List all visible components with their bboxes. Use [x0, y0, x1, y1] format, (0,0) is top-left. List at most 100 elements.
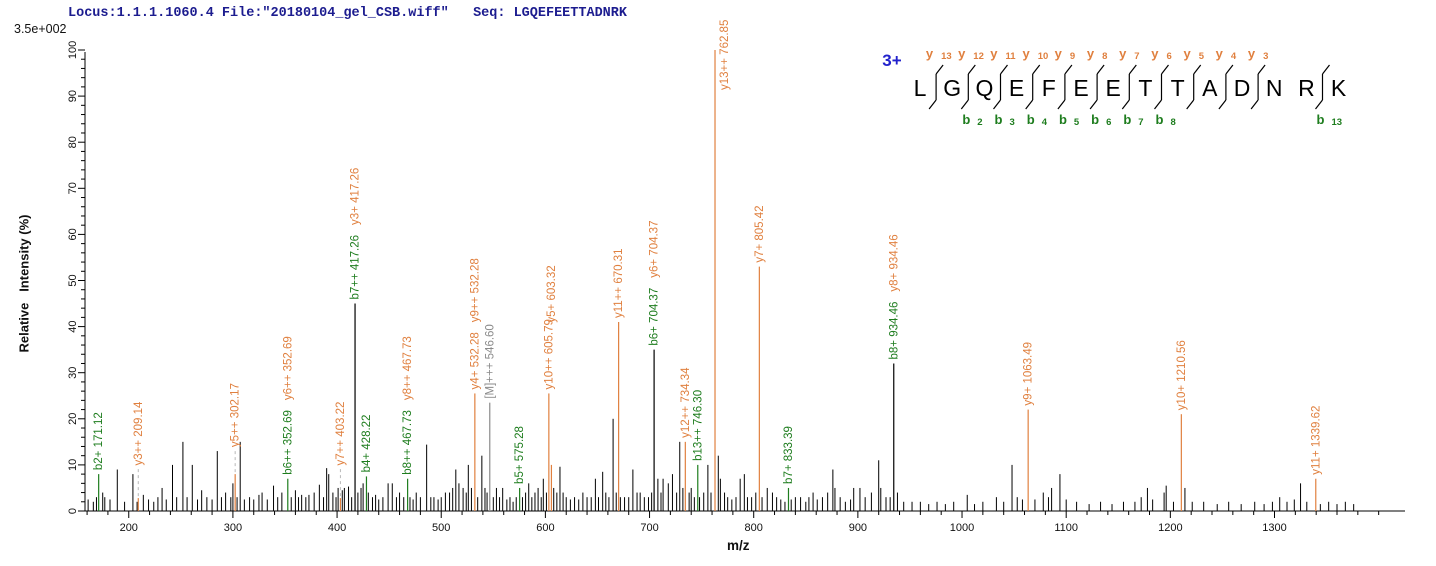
residue-A-10: A [1202, 75, 1218, 101]
fragment-cleavage-mark [1057, 99, 1066, 110]
y-ion-label: y [1087, 46, 1095, 61]
b-ion-number: 7 [1138, 117, 1143, 128]
fragment-cleavage-mark [1121, 99, 1130, 110]
fragment-cleavage-mark [935, 64, 944, 75]
x-tick-label: 1300 [1262, 522, 1286, 534]
peak-label: y10++ 605.79 [543, 319, 555, 389]
peak-label: y6++ 352.69 [282, 336, 294, 400]
residue-K-14: K [1331, 75, 1347, 101]
y-ion-label: y [1022, 46, 1030, 61]
b-ion-label: b [1156, 112, 1164, 127]
peak-label: y9+ 1063.49 [1023, 342, 1035, 406]
y-tick-label: 20 [67, 413, 79, 425]
x-axis-title: m/z [727, 538, 750, 553]
y-ion-label: y [958, 46, 966, 61]
y-tick-label: 30 [67, 367, 79, 379]
fragment-cleavage-mark [1257, 64, 1266, 75]
b-ion-number: 3 [1010, 117, 1015, 128]
residue-R-13: R [1298, 75, 1315, 101]
peak-label: b13++ 746.30 [692, 390, 704, 461]
y-tick-label: 0 [67, 508, 79, 514]
residue-E-6: E [1073, 75, 1088, 101]
peak-label: b7++ 417.26 [350, 235, 362, 300]
peptide-fragment-map: 3+L G Q E F E E T T A D N R Ky 13 y 12 y 11 y 10 y 9 y 8 y 7 y 6 y 5 y 4… [882, 46, 1347, 128]
y-tick-label: 90 [67, 90, 79, 102]
y-tick-label: 60 [67, 228, 79, 240]
peak-label: y9++ 532.28 [469, 258, 481, 322]
y-ion-label: y [1151, 46, 1159, 61]
y-ion-label: y [1183, 46, 1191, 61]
b-ion-label: b [1027, 112, 1035, 127]
y-ion-label: y [1216, 46, 1224, 61]
peak-label: b4+ 428.22 [361, 415, 373, 473]
b-ion-number: 6 [1106, 117, 1111, 128]
x-tick-label: 600 [536, 522, 554, 534]
y-ion-number: 8 [1102, 51, 1107, 62]
x-tick-label: 300 [224, 522, 242, 534]
x-tick-label: 1000 [950, 522, 974, 534]
peak-label: y8+ 934.46 [888, 234, 900, 291]
x-tick-label: 1200 [1158, 522, 1182, 534]
fragment-cleavage-mark [1154, 99, 1162, 110]
x-tick-label: 400 [328, 522, 346, 534]
residue-T-8: T [1138, 75, 1152, 101]
peak-label: y6+ 704.37 [649, 221, 661, 278]
b-ion-number: 2 [977, 117, 982, 128]
x-tick-label: 500 [432, 522, 450, 534]
x-tick-label: 200 [120, 522, 138, 534]
residue-Q-3: Q [975, 75, 993, 101]
y-ion-number: 12 [973, 51, 984, 62]
peak-label: y5++ 302.17 [230, 383, 242, 447]
fragment-cleavage-mark [1000, 64, 1008, 75]
y-ion-number: 11 [1006, 51, 1017, 62]
x-tick-label: 700 [640, 522, 658, 534]
fragment-cleavage-mark [1089, 99, 1098, 110]
b-ion-number: 13 [1332, 117, 1343, 128]
fragment-cleavage-mark [993, 99, 1001, 110]
peak-label: [M]+++ 546.60 [484, 324, 496, 399]
fragment-cleavage-mark [1128, 64, 1137, 75]
fragment-cleavage-mark [928, 99, 937, 110]
y-ion-number: 7 [1134, 51, 1139, 62]
y-tick-label: 70 [67, 182, 79, 194]
y-ion-number: 3 [1263, 51, 1268, 62]
peak-label: y11++ 670.31 [613, 248, 625, 318]
fragment-cleavage-mark [1250, 99, 1259, 110]
residue-F-5: F [1042, 75, 1056, 101]
y-tick-label: 10 [67, 459, 79, 471]
y-ion-label: y [926, 46, 934, 61]
peak-label: y7+ 805.42 [754, 205, 766, 262]
peak-label: y10+ 1210.56 [1176, 340, 1188, 410]
y-ion-number: 4 [1231, 51, 1237, 62]
peak-label: y5+ 603.32 [546, 265, 558, 322]
fragment-cleavage-mark [1025, 99, 1034, 110]
fragment-cleavage-mark [1096, 64, 1105, 75]
b-ion-label: b [1059, 112, 1067, 127]
residue-E-7: E [1106, 75, 1121, 101]
peak-label: b8+ 934.46 [888, 302, 900, 360]
b-ion-number: 5 [1074, 117, 1080, 128]
fragment-cleavage-mark [1186, 99, 1195, 110]
fragment-cleavage-mark [1218, 99, 1227, 110]
y-ion-number: 10 [1038, 51, 1049, 62]
peak-label: b5+ 575.28 [514, 426, 526, 484]
residue-L-1: L [914, 75, 927, 101]
peak-label: b2+ 171.12 [93, 412, 105, 470]
b-ion-label: b [1091, 112, 1099, 127]
peak-label: y3++ 209.14 [133, 401, 145, 466]
fragment-cleavage-mark [1032, 64, 1041, 75]
residue-T-9: T [1171, 75, 1185, 101]
residue-D-11: D [1234, 75, 1251, 101]
peak-label: y13++ 762.85 [719, 20, 731, 90]
peak-label: y4+ 532.28 [469, 332, 481, 389]
fragment-cleavage-mark [1315, 99, 1323, 110]
y-ion-number: 6 [1167, 51, 1172, 62]
residue-N-12: N [1266, 75, 1283, 101]
locus-file-seq-header: Locus:1.1.1.1060.4 File:"20180104_gel_CS… [68, 6, 627, 21]
peak-label: y3+ 417.26 [350, 168, 362, 225]
fragment-cleavage-mark [1064, 64, 1073, 75]
b-ion-number: 4 [1042, 117, 1048, 128]
b-ion-label: b [995, 112, 1003, 127]
b-ion-number: 8 [1171, 117, 1176, 128]
